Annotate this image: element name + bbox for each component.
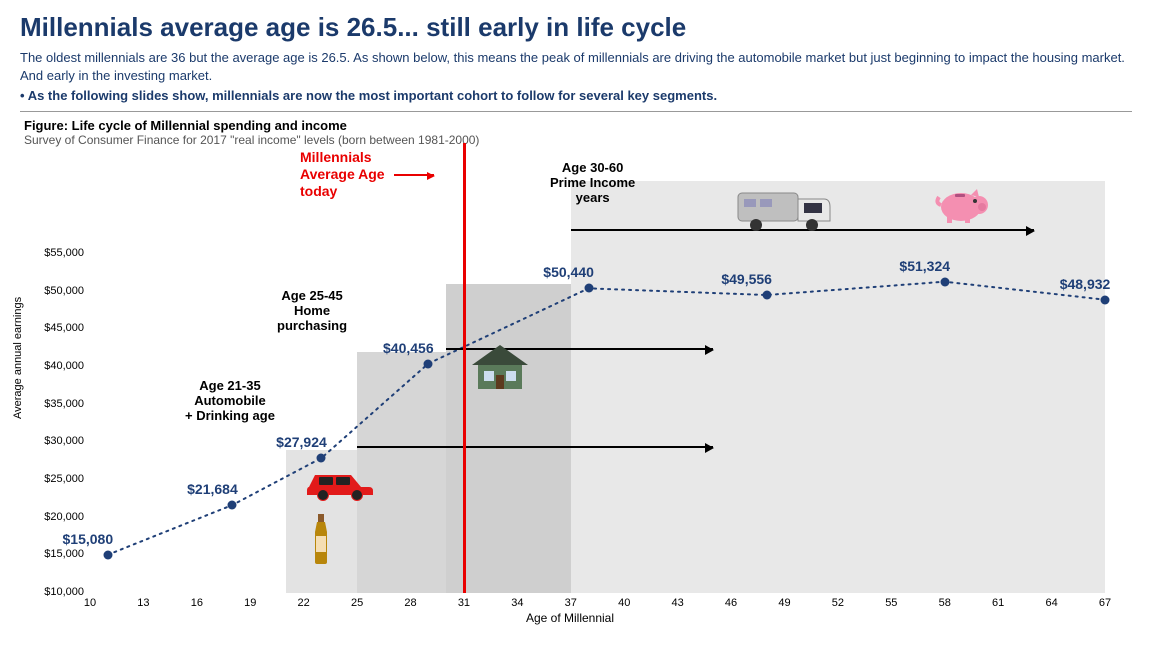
divider: [20, 111, 1132, 112]
piggy-icon: [935, 185, 991, 225]
value-label: $48,932: [1060, 276, 1111, 292]
value-label: $49,556: [721, 271, 772, 287]
figure-subtitle: Survey of Consumer Finance for 2017 "rea…: [24, 133, 1132, 147]
rv-icon: [736, 185, 832, 233]
data-point: [317, 454, 326, 463]
data-point: [762, 291, 771, 300]
data-point: [1101, 295, 1110, 304]
data-point: [103, 550, 112, 559]
range-label: Age 30-60Prime Incomeyears: [550, 161, 635, 206]
value-label: $21,684: [187, 481, 238, 497]
data-point: [228, 501, 237, 510]
value-label: $40,456: [383, 340, 434, 356]
range-label: Age 25-45Homepurchasing: [277, 289, 347, 334]
figure-title: Figure: Life cycle of Millennial spendin…: [24, 118, 1132, 133]
data-point: [584, 284, 593, 293]
bottle-icon: [309, 514, 333, 566]
page-title: Millennials average age is 26.5... still…: [20, 12, 1132, 43]
page-bullet: As the following slides show, millennial…: [20, 88, 1132, 103]
data-point: [424, 359, 433, 368]
avg-age-label: MillennialsAverage Age today: [300, 149, 434, 199]
value-label: $15,080: [62, 531, 113, 547]
value-label: $27,924: [276, 434, 327, 450]
avg-age-line: [463, 143, 466, 593]
car-icon: [303, 467, 375, 501]
life-cycle-chart: Average annual earnings Age of Millennia…: [20, 149, 1120, 629]
value-label: $51,324: [899, 258, 950, 274]
data-point: [940, 277, 949, 286]
range-label: Age 21-35Automobile+ Drinking age: [185, 379, 275, 424]
range-arrow: [357, 446, 713, 448]
value-label: $50,440: [543, 264, 594, 280]
page-subtitle: The oldest millennials are 36 but the av…: [20, 49, 1132, 84]
house-icon: [470, 343, 530, 391]
